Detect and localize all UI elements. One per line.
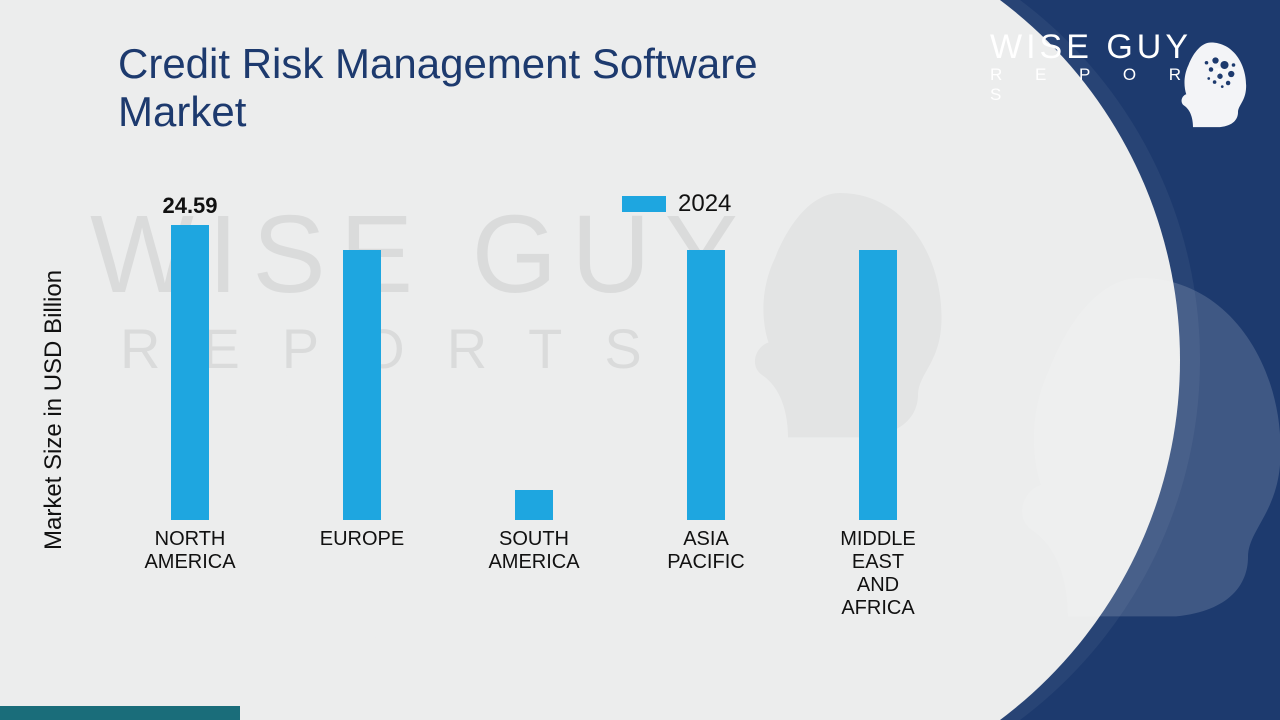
legend-label: 2024 — [678, 190, 731, 218]
bar-category-label: SOUTHAMERICA — [454, 528, 614, 574]
bar-category-label: MIDDLEEASTANDAFRICA — [798, 528, 958, 620]
bottom-accent-strip — [0, 706, 240, 720]
legend-swatch — [622, 196, 666, 212]
bar — [343, 250, 381, 520]
head-silhouette-icon — [1166, 38, 1256, 128]
bar-category-label: EUROPE — [282, 528, 442, 551]
plot-area: 24.59NORTHAMERICAEUROPESOUTHAMERICAASIAP… — [100, 160, 960, 520]
y-axis-label: Market Size in USD Billion — [40, 270, 68, 550]
bar — [687, 250, 725, 520]
brand-logo: WISE GUY R E P O R T S — [990, 28, 1250, 105]
legend: 2024 — [622, 190, 731, 218]
head-silhouette-icon — [960, 260, 1280, 620]
bar-category-label: NORTHAMERICA — [110, 528, 270, 574]
bar — [859, 250, 897, 520]
bar-category-label: ASIAPACIFIC — [626, 528, 786, 574]
bar — [171, 225, 209, 520]
bar — [515, 490, 553, 520]
chart-title: Credit Risk Management Software Market — [118, 40, 858, 137]
bar-chart: 24.59NORTHAMERICAEUROPESOUTHAMERICAASIAP… — [100, 160, 960, 520]
chart-canvas: WISE GUY REPORTS Credit Risk Management … — [0, 0, 1280, 720]
bar-value-label: 24.59 — [130, 193, 250, 219]
